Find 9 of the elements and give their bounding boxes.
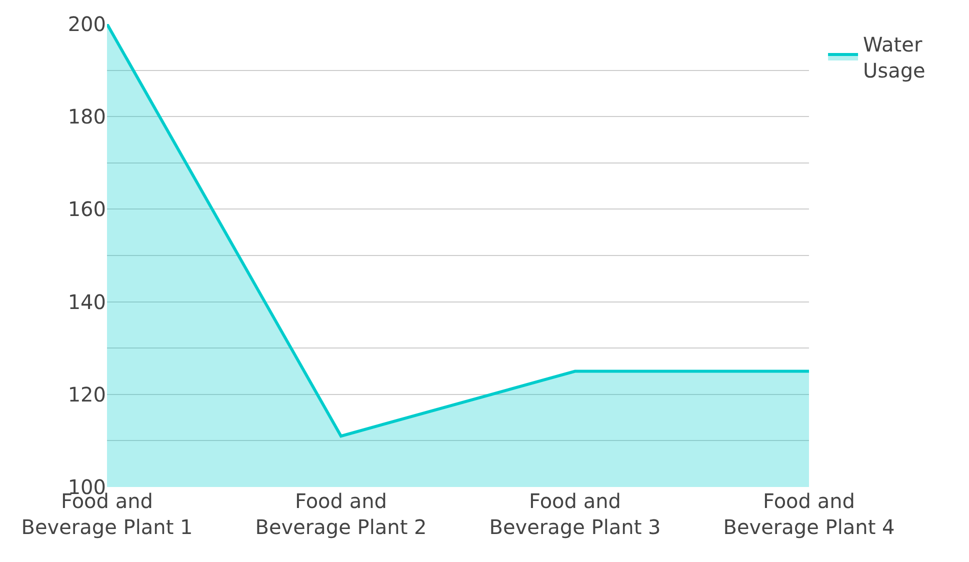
legend-label: Water Usage <box>863 32 926 82</box>
y-tick-label: 160 <box>68 197 106 222</box>
x-tick-label: Food and Beverage Plant 4 <box>723 489 895 539</box>
x-tick-label: Food and Beverage Plant 2 <box>255 489 427 539</box>
y-tick-label: 200 <box>68 12 106 36</box>
y-tick-label: 120 <box>68 382 106 406</box>
x-tick-label: Food and Beverage Plant 3 <box>489 489 661 539</box>
y-tick-label: 180 <box>68 104 106 129</box>
y-tick-label: 140 <box>68 290 106 314</box>
